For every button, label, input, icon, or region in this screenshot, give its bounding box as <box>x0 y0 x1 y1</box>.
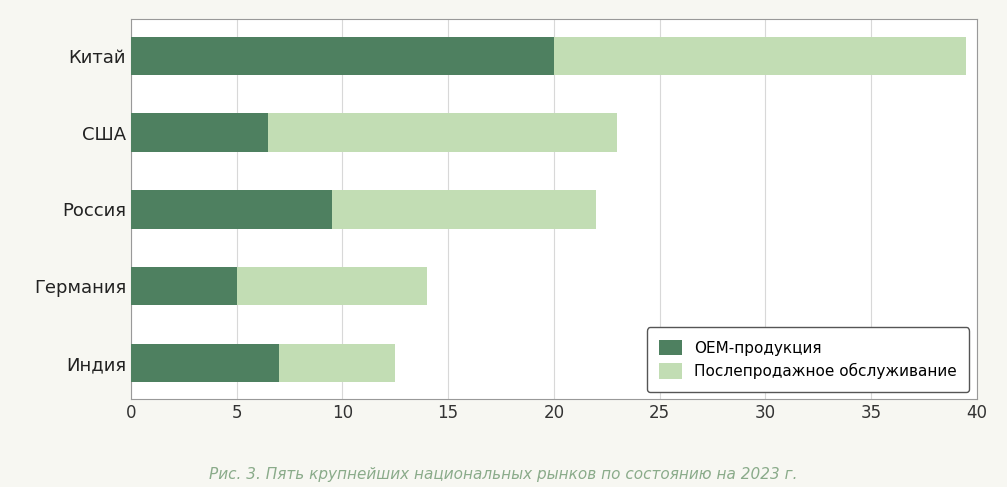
Bar <box>131 190 596 228</box>
Bar <box>131 344 279 382</box>
Text: Рис. 3. Пять крупнейших национальных рынков по состоянию на 2023 г.: Рис. 3. Пять крупнейших национальных рын… <box>209 467 798 482</box>
Bar <box>131 37 967 75</box>
Bar <box>131 190 332 228</box>
Bar <box>131 267 427 305</box>
Legend: ОЕМ-продукция, Послепродажное обслуживание: ОЕМ-продукция, Послепродажное обслуживан… <box>646 327 969 392</box>
Bar <box>131 37 554 75</box>
Bar <box>131 113 268 152</box>
Bar <box>131 113 617 152</box>
Bar <box>131 267 237 305</box>
Bar <box>131 344 396 382</box>
